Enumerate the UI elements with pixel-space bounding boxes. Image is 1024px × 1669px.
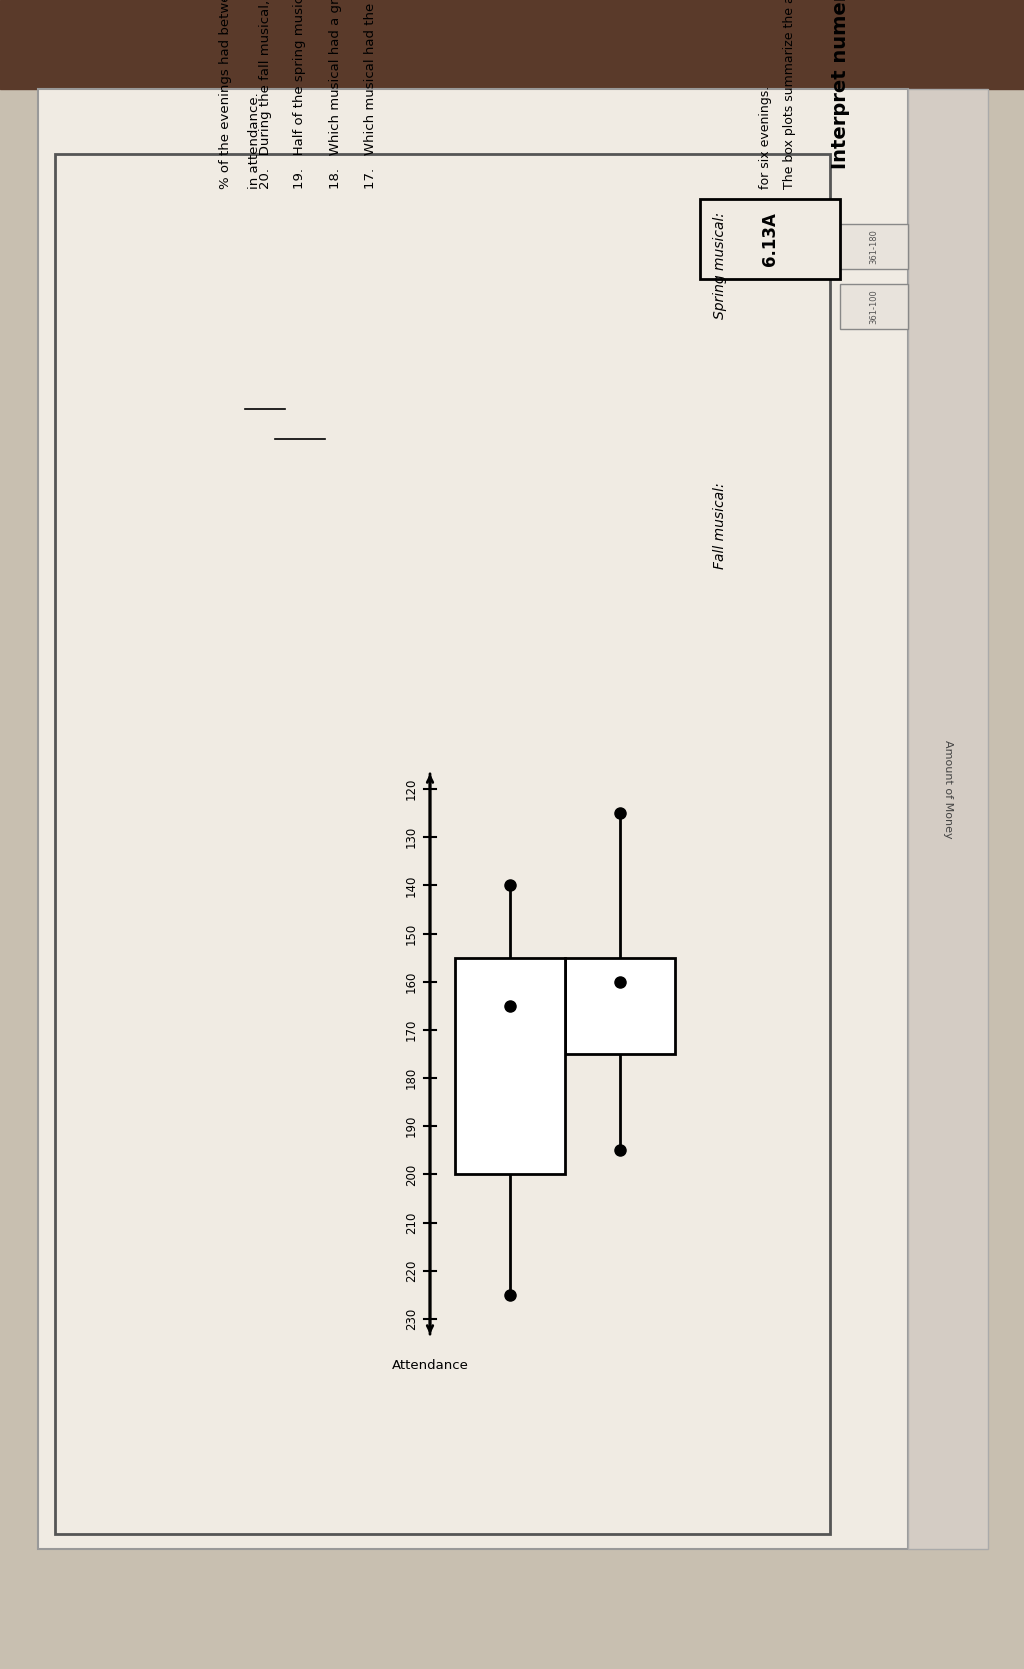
- Text: 150: 150: [406, 923, 418, 945]
- Text: Fall musical:: Fall musical:: [713, 482, 727, 569]
- Text: Attendance: Attendance: [391, 1359, 468, 1372]
- Text: 210: 210: [406, 1212, 418, 1233]
- Text: 130: 130: [406, 826, 418, 848]
- Text: 18.   Which musical had a greater range in attendance?: 18. Which musical had a greater range in…: [329, 0, 341, 189]
- Text: Spring musical:: Spring musical:: [713, 212, 727, 319]
- Bar: [840, 284, 908, 329]
- Bar: [0, 0, 1024, 88]
- Text: for six evenings.: for six evenings.: [760, 85, 772, 189]
- Text: 220: 220: [406, 1260, 418, 1282]
- Bar: [565, 958, 675, 1055]
- Bar: [700, 199, 840, 279]
- Text: 17.   Which musical had the smaller median attendance?: 17. Which musical had the smaller median…: [364, 0, 377, 189]
- Text: 140: 140: [406, 875, 418, 896]
- Text: 230: 230: [406, 1308, 418, 1330]
- Bar: [455, 958, 565, 1175]
- Bar: [840, 224, 908, 269]
- Bar: [908, 88, 988, 1549]
- Text: 20.   During the fall musical,: 20. During the fall musical,: [258, 0, 271, 189]
- Text: 120: 120: [406, 778, 418, 799]
- Text: Amount of Money: Amount of Money: [943, 739, 953, 838]
- Text: 190: 190: [406, 1115, 418, 1138]
- Text: 361-180: 361-180: [869, 230, 879, 264]
- Text: 6.13A: 6.13A: [761, 212, 779, 265]
- Bar: [55, 154, 830, 1534]
- Text: 160: 160: [406, 971, 418, 993]
- Text: 200: 200: [406, 1163, 418, 1185]
- Text: % of the evenings had between 55 and 200 people attend.: % of the evenings had between 55 and 200…: [218, 0, 231, 189]
- Text: Interpret numeric data summarized in graphs.: Interpret numeric data summarized in gra…: [830, 0, 850, 169]
- Text: 361-100: 361-100: [869, 290, 879, 324]
- Text: 170: 170: [406, 1018, 418, 1041]
- Text: 19.   Half of the spring musical evenings had more than: 19. Half of the spring musical evenings …: [294, 0, 306, 189]
- Text: 180: 180: [406, 1066, 418, 1090]
- Text: in attendance.: in attendance.: [249, 92, 261, 189]
- Bar: [38, 88, 908, 1549]
- Text: The box plots summarize the attendance for the spring musical and the fall music: The box plots summarize the attendance f…: [783, 0, 797, 189]
